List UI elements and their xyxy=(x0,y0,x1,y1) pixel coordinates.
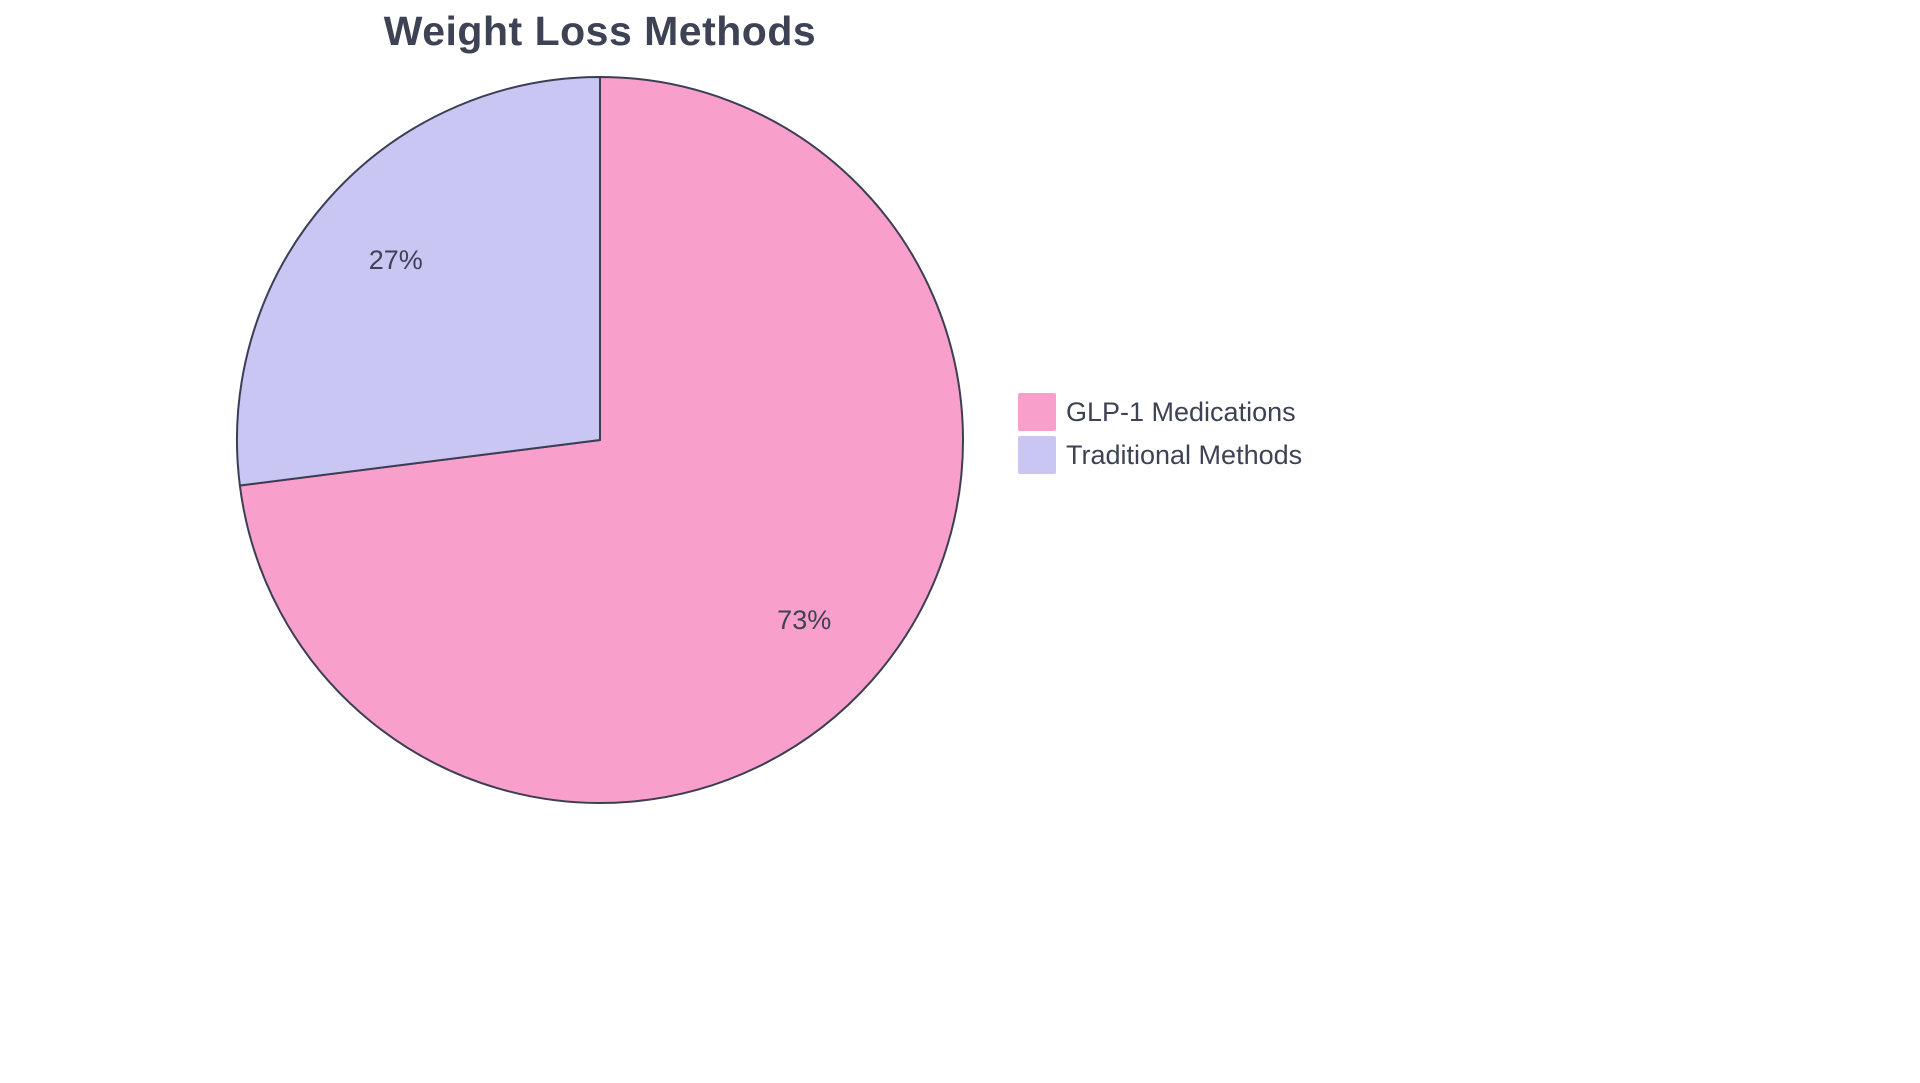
legend-swatch-glp1-medications xyxy=(1018,393,1056,431)
legend-label-traditional-methods: Traditional Methods xyxy=(1066,439,1303,470)
legend-swatch-traditional-methods xyxy=(1018,436,1056,474)
legend-label-glp1-medications: GLP-1 Medications xyxy=(1066,396,1296,427)
legend-item-glp1-medications: GLP-1 Medications xyxy=(1018,393,1302,431)
pie-slice-traditional-methods xyxy=(236,76,601,487)
pie-slice-glp-1-medications xyxy=(238,76,964,804)
legend-item-traditional-methods: Traditional Methods xyxy=(1018,436,1302,474)
legend: GLP-1 Medications Traditional Methods xyxy=(1018,393,1302,474)
slice-percentage-label: 27% xyxy=(369,245,423,275)
chart-title: Weight Loss Methods xyxy=(383,8,817,54)
slice-percentage-label: 73% xyxy=(777,605,831,635)
